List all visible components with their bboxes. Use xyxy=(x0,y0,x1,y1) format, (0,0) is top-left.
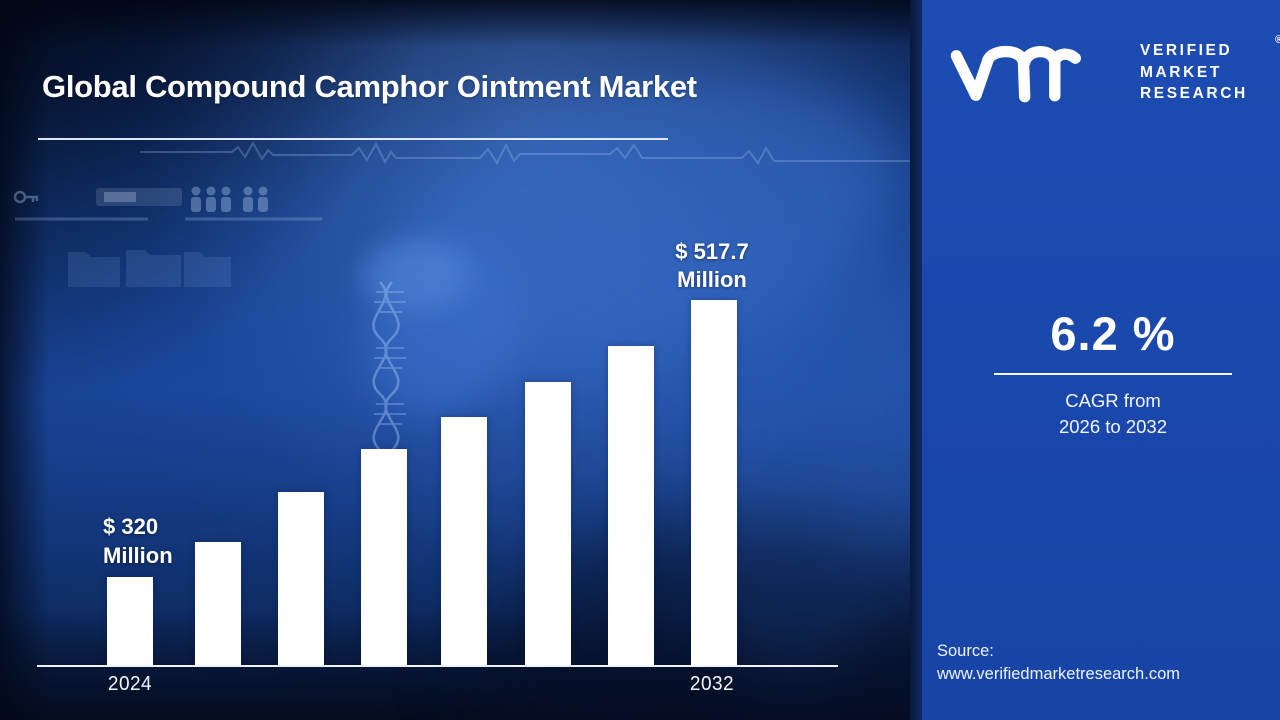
bar-chart xyxy=(37,300,838,667)
source-label: Source: xyxy=(937,642,994,660)
x-axis-line xyxy=(37,665,838,667)
page-title: Global Compound Camphor Ointment Market xyxy=(42,68,697,104)
chart-bar-2032 xyxy=(691,300,737,666)
source-url: www.verifiedmarketresearch.com xyxy=(937,665,1180,683)
chart-section-background: $ 320 Million $ 517.7 Million 2024 2032 … xyxy=(0,0,983,720)
chart-bar-index-4 xyxy=(441,417,487,666)
panel-divider xyxy=(910,0,922,720)
brand-wordmark: VERIFIED MARKET RESEARCH xyxy=(1140,40,1248,105)
brand-line-3: RESEARCH xyxy=(1140,85,1248,102)
vmr-monogram-icon xyxy=(950,45,1081,103)
last-bar-value-label: $ 517.7 Million xyxy=(675,238,748,294)
source-block: Source: www.verifiedmarketresearch.com xyxy=(937,640,1180,686)
first-bar-value: $ 320 xyxy=(103,514,159,539)
last-bar-value: $ 517.7 xyxy=(675,239,749,264)
chart-bar-index-2 xyxy=(278,492,324,666)
brand-line-2: MARKET xyxy=(1140,63,1222,81)
chart-bar-index-6 xyxy=(608,346,654,666)
info-panel: VERIFIED MARKET RESEARCH ® 6.2 % CAGR fr… xyxy=(922,0,1280,720)
chart-bar-index-1 xyxy=(195,542,241,666)
first-bar-unit: Million xyxy=(103,543,173,568)
x-tick-2032: 2032 xyxy=(689,673,735,695)
cagr-caption-line1: CAGR from xyxy=(1065,390,1161,411)
title-underline-divider xyxy=(38,138,668,140)
cagr-caption: CAGR from 2026 to 2032 xyxy=(946,388,1280,440)
cagr-value: 6.2 % xyxy=(1050,307,1176,360)
brand-line-1: VERIFIED xyxy=(1140,42,1233,59)
x-tick-2024: 2024 xyxy=(107,673,153,695)
last-bar-unit: Million xyxy=(677,267,747,292)
registered-trademark: ® xyxy=(1275,34,1280,46)
cagr-caption-line2: 2026 to 2032 xyxy=(1058,416,1168,437)
chart-bar-index-5 xyxy=(525,382,571,666)
cagr-block: 6.2 % CAGR from 2026 to 2032 xyxy=(922,306,1280,440)
chart-bar-index-3 xyxy=(361,449,407,666)
first-bar-value-label: $ 320 Million xyxy=(103,512,173,570)
cagr-underline-divider xyxy=(994,373,1232,375)
chart-bar-2024 xyxy=(107,577,153,666)
brand-logo: VERIFIED MARKET RESEARCH ® xyxy=(945,34,1280,118)
